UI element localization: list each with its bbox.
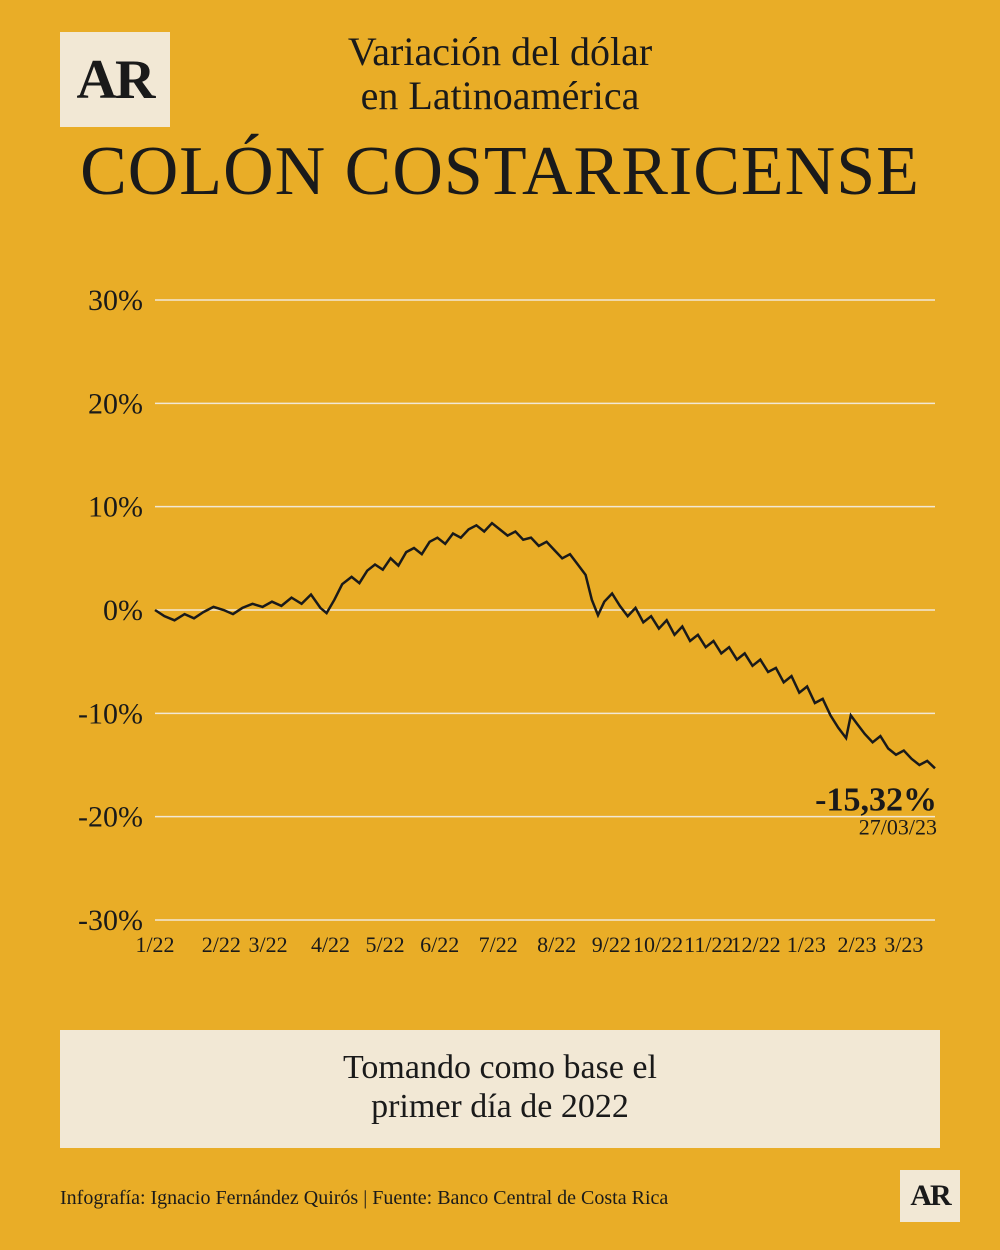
logo-bottom: AR	[900, 1170, 960, 1222]
y-tick-label: 30%	[88, 290, 143, 317]
x-tick-label: 1/23	[787, 932, 826, 957]
line-chart: 30% 20% 10% 0% -10% -20% -30%1/22 2/22 3/22 4/22 5…	[60, 290, 940, 970]
x-tick-label: 12/22	[731, 932, 781, 957]
note-band: Tomando como base el primer día de 2022	[60, 1030, 940, 1148]
y-tick-label: -20%	[78, 801, 143, 834]
x-tick-label: 3/23	[884, 932, 923, 957]
header: Variación del dólar en Latinoamérica COL…	[0, 30, 1000, 212]
x-tick-label: 5/22	[366, 932, 405, 957]
x-tick-label: 8/22	[537, 932, 576, 957]
x-tick-label: 2/22	[202, 932, 241, 957]
x-tick-label: 4/22	[311, 932, 350, 957]
x-tick-label: 1/22	[135, 932, 174, 957]
credits: Infografía: Ignacio Fernández Quirós | F…	[60, 1187, 668, 1210]
x-tick-label: 3/22	[249, 932, 288, 957]
page-title: COLÓN COSTARRICENSE	[0, 132, 1000, 212]
x-tick-label: 2/23	[837, 932, 876, 957]
subtitle-line-2: en Latinoamérica	[361, 73, 640, 118]
callout-date: 27/03/23	[859, 814, 937, 839]
note-text: Tomando como base el primer día de 2022	[60, 1048, 940, 1126]
callout-value: -15,32%	[815, 781, 937, 818]
y-tick-label: -10%	[78, 697, 143, 730]
y-tick-label: 10%	[88, 491, 143, 524]
subtitle: Variación del dólar en Latinoamérica	[0, 30, 1000, 118]
chart-svg: 30% 20% 10% 0% -10% -20% -30%1/22 2/22 3/22 4/22 5…	[60, 290, 940, 970]
x-tick-label: 11/22	[684, 932, 733, 957]
y-tick-label: -30%	[78, 904, 143, 937]
x-tick-label: 9/22	[592, 932, 631, 957]
x-tick-label: 10/22	[633, 932, 683, 957]
subtitle-line-1: Variación del dólar	[348, 29, 652, 74]
series-line	[155, 523, 935, 768]
x-tick-label: 7/22	[479, 932, 518, 957]
y-tick-label: 0%	[103, 594, 143, 627]
y-tick-label: 20%	[88, 387, 143, 420]
note-line-1: Tomando como base el	[343, 1049, 657, 1086]
x-tick-label: 6/22	[420, 932, 459, 957]
note-line-2: primer día de 2022	[371, 1088, 629, 1125]
logo-text-bottom: AR	[910, 1179, 949, 1213]
